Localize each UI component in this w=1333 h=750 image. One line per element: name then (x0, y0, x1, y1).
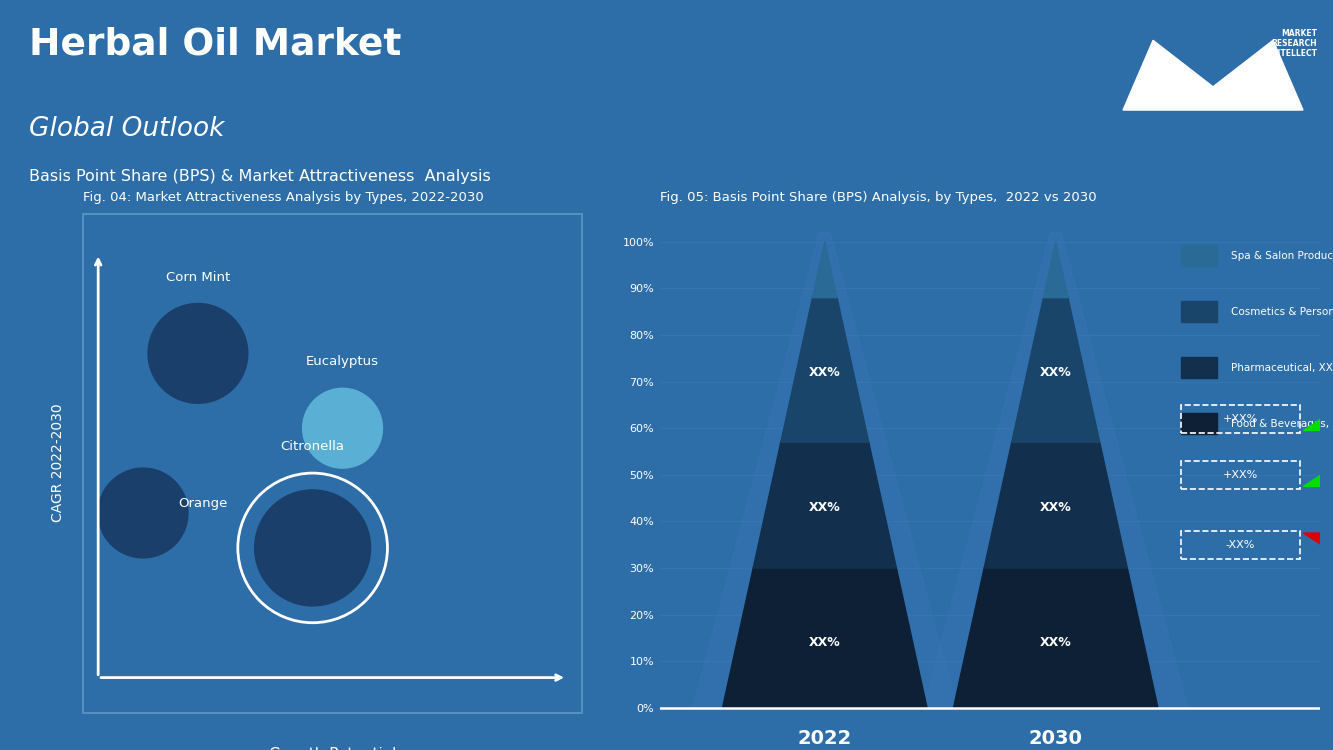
Polygon shape (1122, 40, 1304, 110)
Text: XX%: XX% (1040, 636, 1072, 649)
Ellipse shape (148, 304, 248, 404)
Text: XX%: XX% (809, 636, 841, 649)
Text: Pharmaceutical, XX: Pharmaceutical, XX (1230, 362, 1333, 373)
Text: 2030: 2030 (1029, 729, 1082, 748)
Polygon shape (781, 298, 869, 442)
Text: Citronella: Citronella (281, 440, 345, 453)
Text: XX%: XX% (1040, 366, 1072, 379)
Ellipse shape (255, 490, 371, 606)
Text: Cosmetics & Personal Ca: Cosmetics & Personal Ca (1230, 307, 1333, 316)
Text: Food & Beverages, XX: Food & Beverages, XX (1230, 419, 1333, 428)
Polygon shape (1304, 463, 1333, 487)
Text: XX%: XX% (809, 366, 841, 379)
Text: XX%: XX% (1040, 501, 1072, 514)
Text: +XX%: +XX% (1222, 470, 1258, 480)
Ellipse shape (99, 468, 188, 558)
Text: Eucalyptus: Eucalyptus (307, 356, 379, 368)
Ellipse shape (303, 388, 383, 468)
Text: CAGR 2022-2030: CAGR 2022-2030 (51, 404, 65, 523)
Text: Basis Point Share (BPS) & Market Attractiveness  Analysis: Basis Point Share (BPS) & Market Attract… (29, 169, 491, 184)
Text: Orange: Orange (179, 496, 228, 509)
Polygon shape (693, 232, 957, 708)
Bar (1181, 357, 1217, 378)
Text: Fig. 05: Basis Point Share (BPS) Analysis, by Types,  2022 vs 2030: Fig. 05: Basis Point Share (BPS) Analysi… (660, 191, 1097, 204)
Polygon shape (1012, 298, 1100, 442)
Text: XX%: XX% (809, 501, 841, 514)
Polygon shape (813, 242, 837, 298)
Text: Global Outlook: Global Outlook (29, 116, 225, 142)
Bar (1181, 413, 1217, 434)
Bar (1181, 245, 1217, 266)
Bar (1181, 302, 1217, 322)
Polygon shape (722, 568, 926, 708)
Text: -XX%: -XX% (1226, 540, 1256, 550)
Text: +XX%: +XX% (1222, 414, 1258, 424)
Text: Spa & Salon Products, XX: Spa & Salon Products, XX (1230, 251, 1333, 261)
Polygon shape (953, 568, 1158, 708)
Text: MARKET
RESEARCH
INTELLECT: MARKET RESEARCH INTELLECT (1270, 28, 1317, 58)
Polygon shape (1044, 242, 1068, 298)
Text: Growth Potential: Growth Potential (269, 748, 396, 750)
Polygon shape (924, 232, 1188, 708)
Text: Herbal Oil Market: Herbal Oil Market (29, 26, 401, 62)
Polygon shape (753, 442, 896, 568)
Polygon shape (984, 442, 1128, 568)
Text: 2022: 2022 (797, 729, 852, 748)
Text: Corn Mint: Corn Mint (165, 271, 231, 284)
Polygon shape (1304, 407, 1333, 430)
Text: Fig. 04: Market Attractiveness Analysis by Types, 2022-2030: Fig. 04: Market Attractiveness Analysis … (83, 191, 484, 204)
Polygon shape (1304, 533, 1333, 556)
